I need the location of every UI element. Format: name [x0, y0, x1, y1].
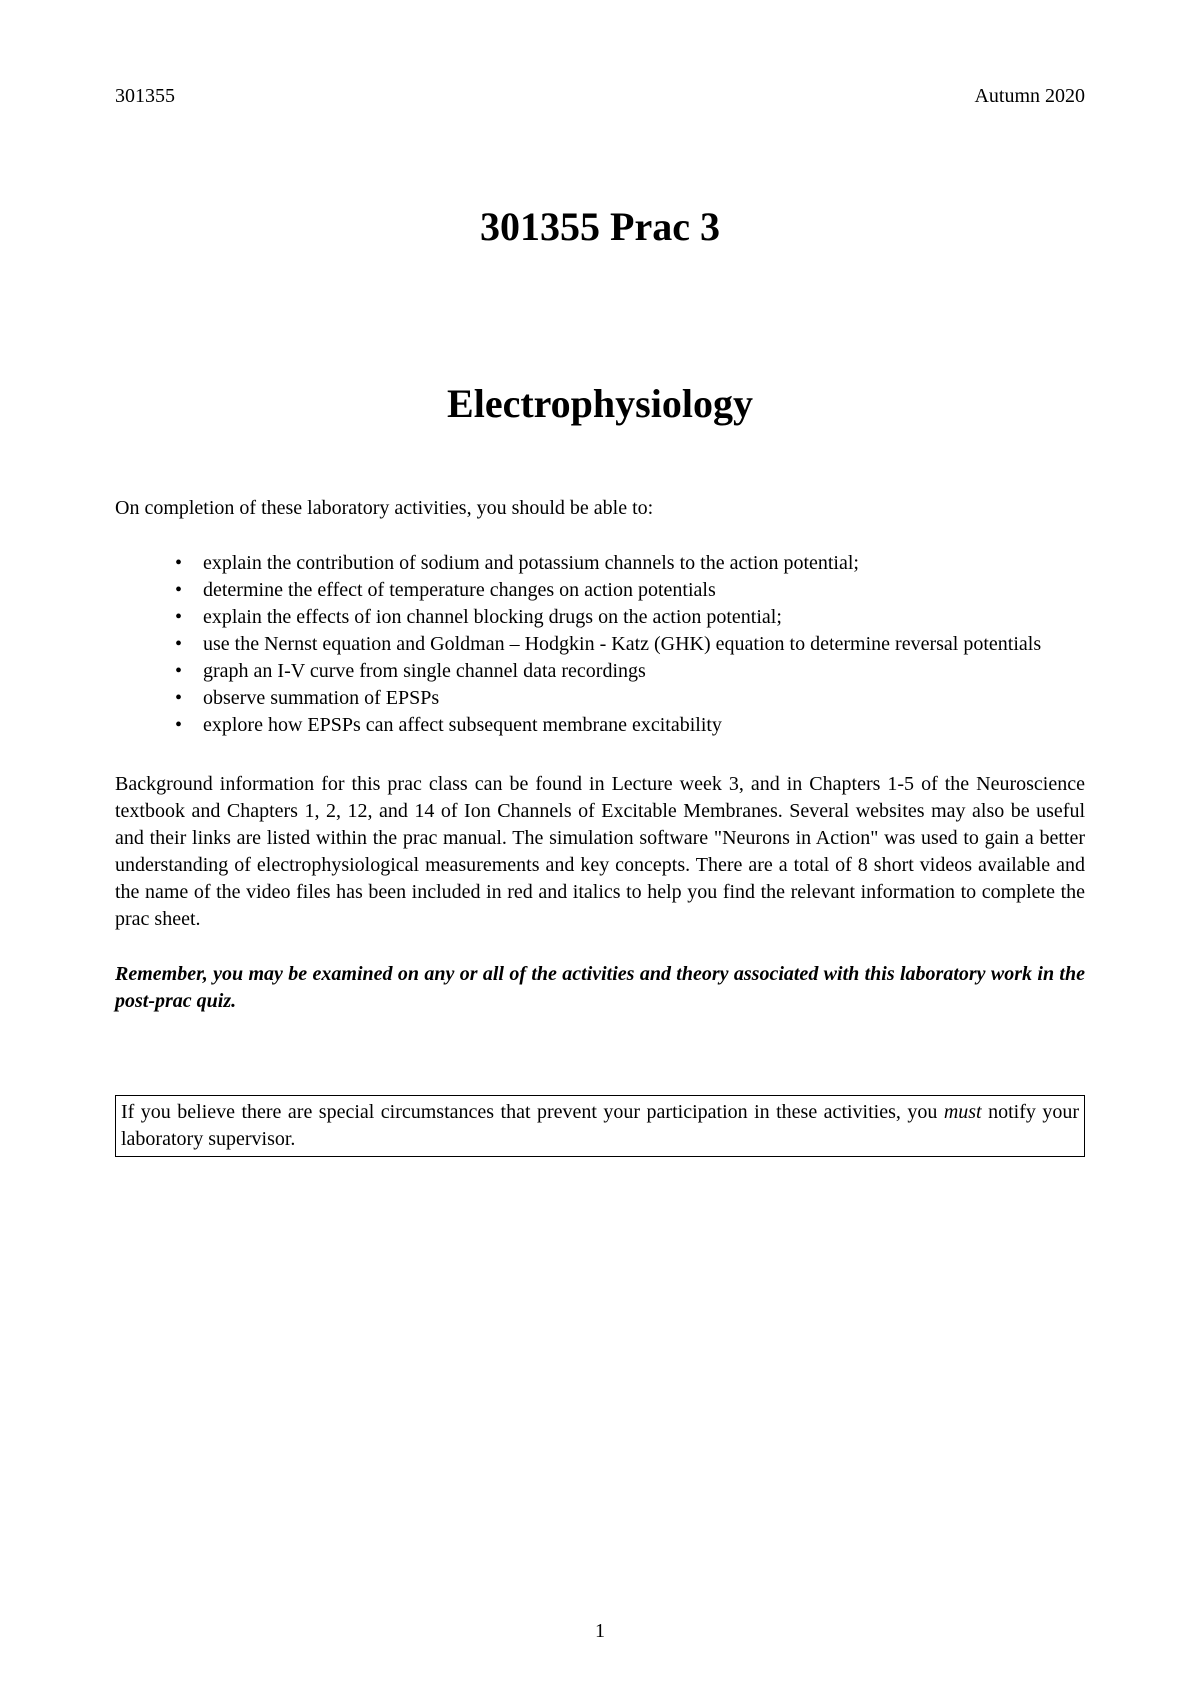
document-page: 301355 Autumn 2020 301355 Prac 3 Electro…	[0, 0, 1200, 1157]
term-label: Autumn 2020	[974, 85, 1085, 108]
notice-emphasis: must	[944, 1101, 982, 1123]
page-number: 1	[0, 1620, 1200, 1643]
objectives-list: explain the contribution of sodium and p…	[175, 550, 1085, 739]
notice-box: If you believe there are special circums…	[115, 1095, 1085, 1157]
document-title-2: Electrophysiology	[115, 380, 1085, 427]
list-item: observe summation of EPSPs	[175, 685, 1085, 712]
background-paragraph: Background information for this prac cla…	[115, 771, 1085, 933]
list-item: use the Nernst equation and Goldman – Ho…	[175, 631, 1085, 658]
list-item: explore how EPSPs can affect subsequent …	[175, 712, 1085, 739]
intro-text: On completion of these laboratory activi…	[115, 497, 1085, 520]
remember-paragraph: Remember, you may be examined on any or …	[115, 961, 1085, 1015]
list-item: explain the effects of ion channel block…	[175, 604, 1085, 631]
list-item: explain the contribution of sodium and p…	[175, 550, 1085, 577]
page-header: 301355 Autumn 2020	[115, 85, 1085, 108]
list-item: determine the effect of temperature chan…	[175, 577, 1085, 604]
list-item: graph an I-V curve from single channel d…	[175, 658, 1085, 685]
course-code: 301355	[115, 85, 175, 108]
notice-text-before: If you believe there are special circums…	[121, 1101, 944, 1123]
document-title-1: 301355 Prac 3	[115, 203, 1085, 250]
